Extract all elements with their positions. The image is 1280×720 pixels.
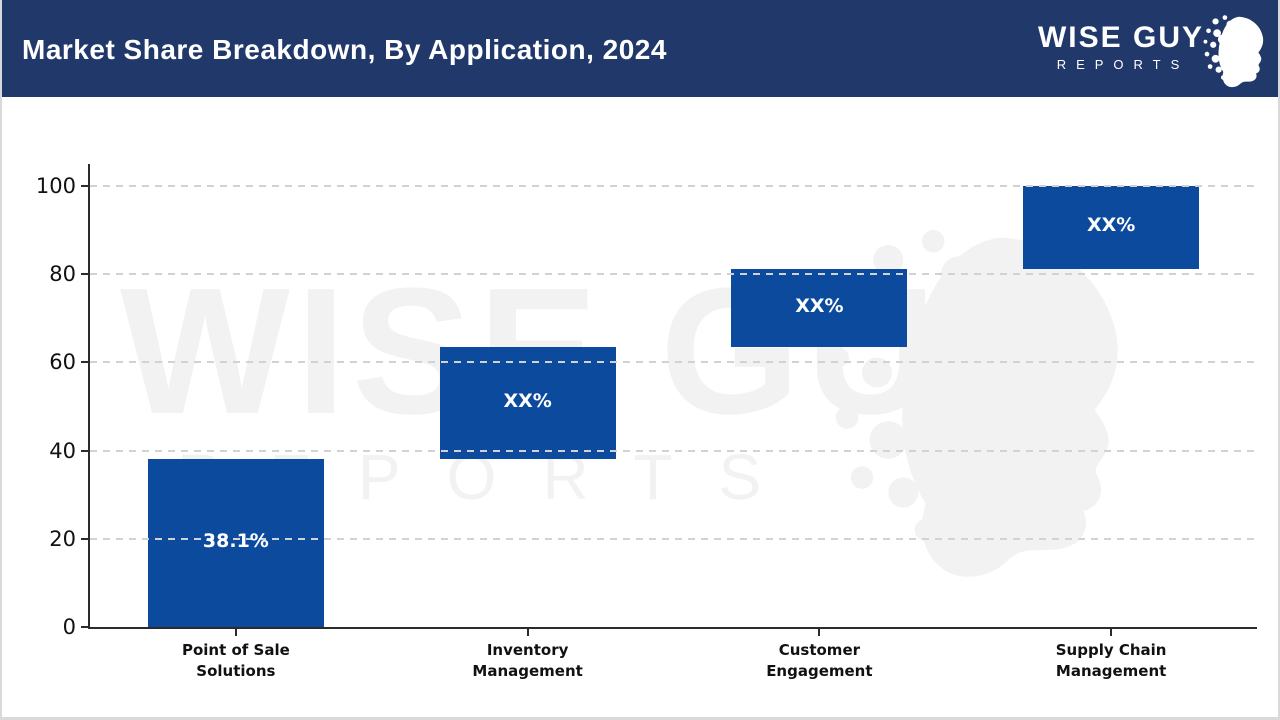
y-gridline xyxy=(90,185,1257,187)
y-tick-label: 60 xyxy=(49,350,76,375)
bar-segment xyxy=(147,458,324,627)
x-tick-mark xyxy=(1110,629,1113,636)
watermark-head-icon xyxy=(830,230,1118,577)
x-tick-mark xyxy=(526,629,529,636)
bar-value-label: XX% xyxy=(1086,214,1136,237)
y-tick-label: 100 xyxy=(35,174,76,198)
y-gridline xyxy=(90,273,1257,276)
x-category-label: Supply Chain Management xyxy=(1055,641,1167,680)
wiseguy-logo: WISE GUY REPORTS xyxy=(1032,6,1272,92)
y-axis xyxy=(88,164,90,629)
y-tick-label: 20 xyxy=(49,526,76,551)
bar-value-label: XX% xyxy=(503,389,552,412)
y-tick-mark xyxy=(81,273,89,276)
bar-segment xyxy=(731,268,908,347)
y-tick-label: 40 xyxy=(49,438,76,463)
y-tick-label: 80 xyxy=(49,262,76,287)
x-tick-mark xyxy=(818,629,821,636)
bar-value-label: XX% xyxy=(795,294,844,317)
y-gridline xyxy=(90,449,1257,452)
bar-value-label: 38.1% xyxy=(202,529,269,552)
y-tick-mark xyxy=(81,626,89,628)
logo-text: WISE GUY REPORTS xyxy=(1037,21,1204,73)
y-tick-mark xyxy=(81,361,89,364)
page-title: Market Share Breakdown, By Application, … xyxy=(22,34,667,65)
bar-segment xyxy=(439,346,616,459)
logo-subtitle: REPORTS xyxy=(1056,57,1190,72)
dotted-profile-head-icon xyxy=(1203,15,1264,88)
x-category-label: Inventory Management xyxy=(472,641,583,680)
y-tick-mark xyxy=(81,449,89,452)
y-gridline xyxy=(90,361,1257,364)
bar-segment xyxy=(1023,186,1200,269)
y-tick-mark xyxy=(81,537,89,540)
x-axis xyxy=(88,627,1257,629)
x-category-label: Point of Sale Solutions xyxy=(181,641,290,680)
y-gridline xyxy=(90,537,1257,540)
header-band: Market Share Breakdown, By Application, … xyxy=(2,0,1278,97)
y-tick-mark xyxy=(81,185,89,187)
logo-wordmark: WISE GUY xyxy=(1037,21,1204,54)
x-tick-mark xyxy=(234,629,237,636)
x-category-label: Customer Engagement xyxy=(766,641,873,680)
y-tick-label: 0 xyxy=(62,615,76,639)
